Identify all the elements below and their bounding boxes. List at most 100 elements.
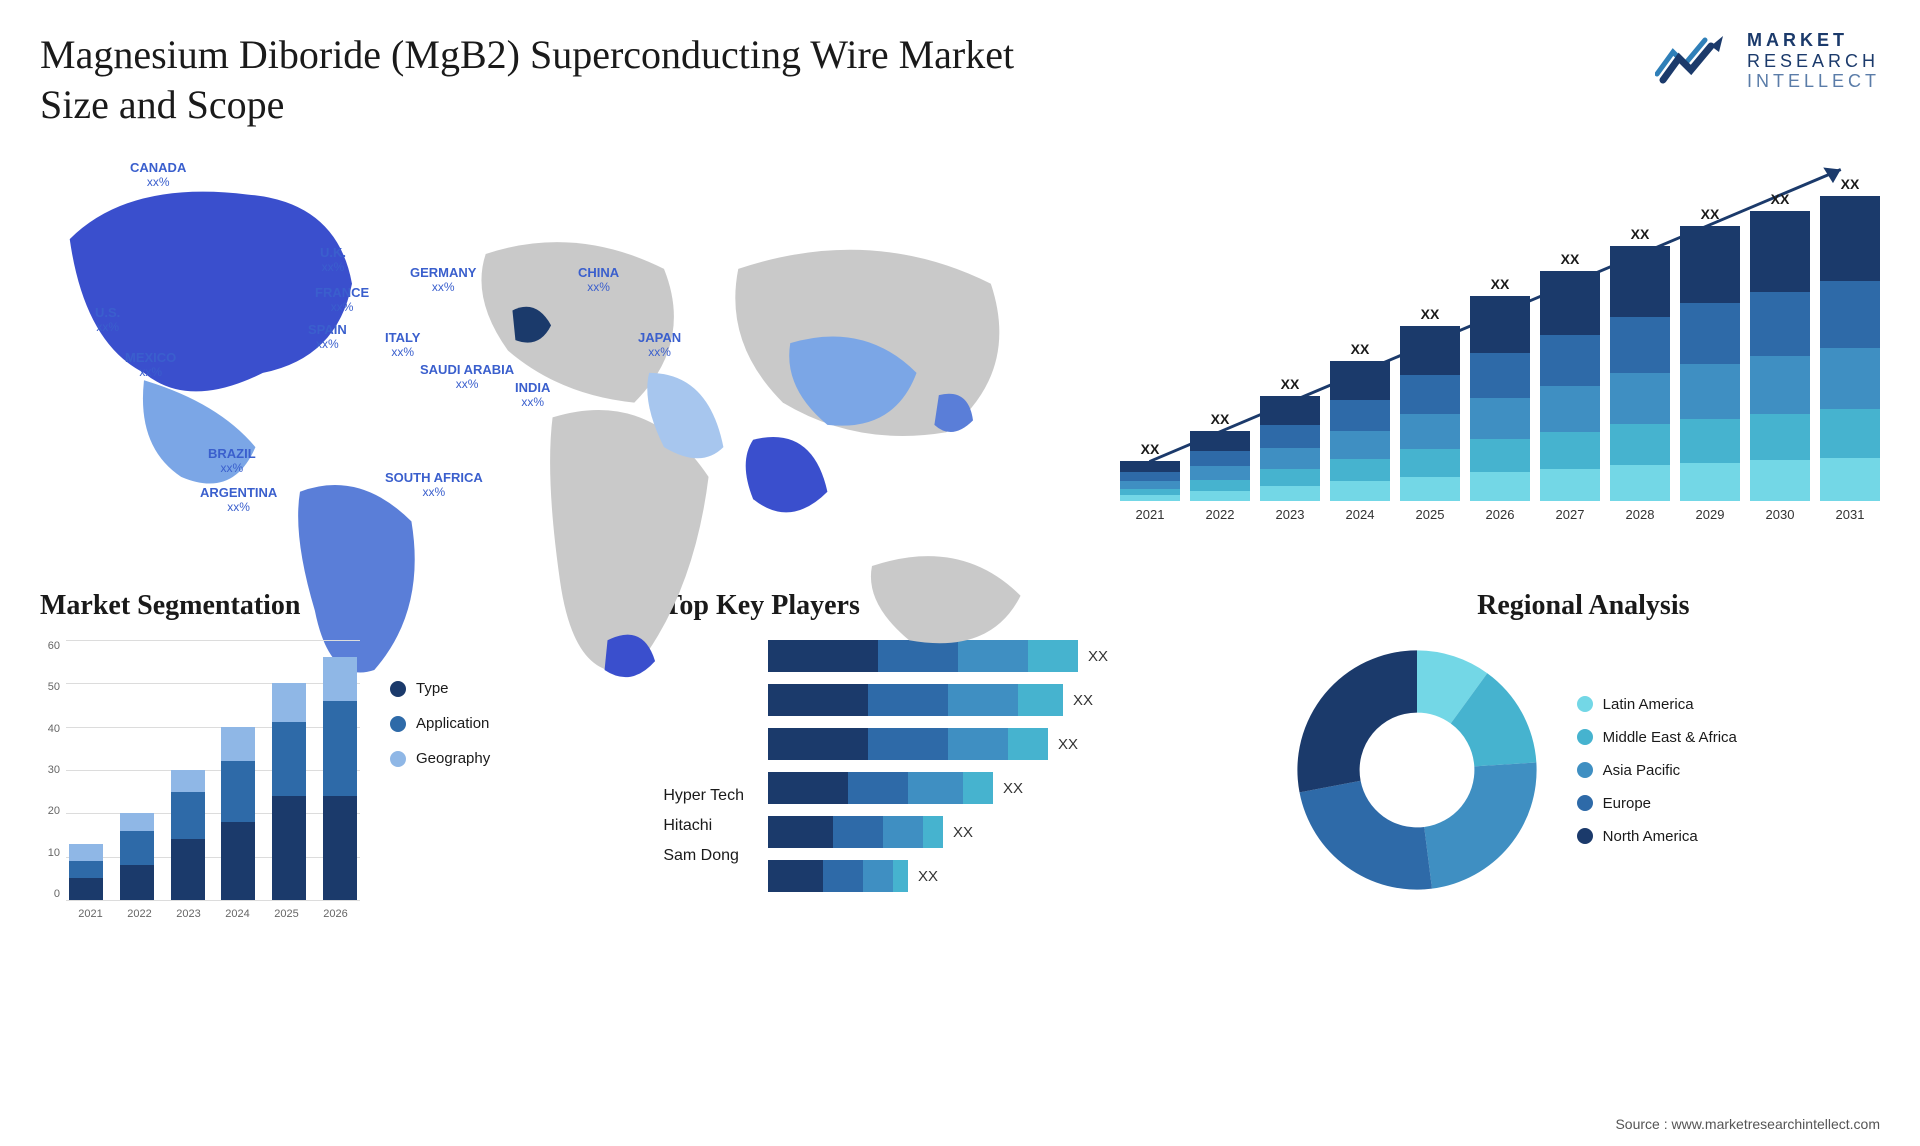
- growth-bar: XX 2026: [1470, 276, 1530, 522]
- seg-y-tick: 0: [54, 888, 64, 900]
- world-map: CANADAxx%U.S.xx%MEXICOxx%BRAZILxx%ARGENT…: [40, 150, 1080, 550]
- seg-bar: [120, 813, 154, 900]
- country-label: ITALYxx%: [385, 330, 420, 359]
- growth-bar-value: XX: [1561, 251, 1580, 267]
- seg-y-tick: 20: [48, 805, 64, 817]
- country-label: U.S.xx%: [95, 305, 120, 334]
- growth-bar-year: 2022: [1206, 507, 1235, 522]
- legend-item: Asia Pacific: [1577, 762, 1737, 779]
- player-name: Hyper Tech: [663, 787, 744, 805]
- seg-bar: [221, 727, 255, 900]
- growth-bar: XX 2025: [1400, 306, 1460, 522]
- growth-bar: XX 2031: [1820, 176, 1880, 522]
- growth-bar-value: XX: [1771, 191, 1790, 207]
- seg-bar: [69, 844, 103, 900]
- country-label: CANADAxx%: [130, 160, 186, 189]
- growth-bar-year: 2025: [1416, 507, 1445, 522]
- legend-item: Middle East & Africa: [1577, 729, 1737, 746]
- growth-bar: XX 2023: [1260, 376, 1320, 522]
- growth-bar-value: XX: [1491, 276, 1510, 292]
- regional-section: Regional Analysis Latin America Middle Ea…: [1287, 590, 1880, 920]
- player-bar: XX: [768, 860, 1257, 892]
- seg-y-tick: 50: [48, 681, 64, 693]
- growth-bar-year: 2026: [1486, 507, 1515, 522]
- legend-item: Latin America: [1577, 696, 1737, 713]
- player-value: XX: [953, 824, 973, 841]
- growth-bar-year: 2023: [1276, 507, 1305, 522]
- growth-bar-value: XX: [1701, 206, 1720, 222]
- growth-bar: XX 2024: [1330, 341, 1390, 522]
- country-label: JAPANxx%: [638, 330, 681, 359]
- country-label: BRAZILxx%: [208, 446, 256, 475]
- growth-bar-value: XX: [1631, 226, 1650, 242]
- segmentation-chart: 6050403020100 202120222023202420252026: [40, 640, 360, 920]
- growth-bar-value: XX: [1841, 176, 1860, 192]
- donut-slice: [1424, 762, 1536, 888]
- country-label: U.K.xx%: [320, 245, 346, 274]
- header: Magnesium Diboride (MgB2) Superconductin…: [40, 30, 1880, 130]
- country-label: SAUDI ARABIAxx%: [420, 362, 514, 391]
- top-row: CANADAxx%U.S.xx%MEXICOxx%BRAZILxx%ARGENT…: [40, 150, 1880, 550]
- seg-y-tick: 40: [48, 723, 64, 735]
- brand-logo: MARKET RESEARCH INTELLECT: [1655, 30, 1880, 92]
- donut-slice: [1299, 781, 1431, 890]
- source-line: Source : www.marketresearchintellect.com: [1615, 1116, 1880, 1132]
- country-label: INDIAxx%: [515, 380, 550, 409]
- player-value: XX: [1088, 648, 1108, 665]
- growth-bar: XX2030: [1750, 191, 1810, 522]
- donut-slice: [1297, 650, 1417, 792]
- growth-bar-year: 2031: [1836, 507, 1865, 522]
- legend-item: North America: [1577, 828, 1737, 845]
- player-value: XX: [918, 868, 938, 885]
- growth-bar-value: XX: [1211, 411, 1230, 427]
- seg-x-label: 2025: [274, 908, 298, 920]
- country-label: ARGENTINAxx%: [200, 485, 277, 514]
- growth-bar: XX 2029: [1680, 206, 1740, 522]
- player-value: XX: [1003, 780, 1023, 797]
- seg-x-label: 2022: [127, 908, 151, 920]
- seg-x-label: 2026: [323, 908, 347, 920]
- logo-line2: RESEARCH: [1747, 51, 1880, 72]
- seg-bar: [171, 770, 205, 900]
- page-title: Magnesium Diboride (MgB2) Superconductin…: [40, 30, 1040, 130]
- growth-bar-year: 2027: [1556, 507, 1585, 522]
- seg-x-label: 2023: [176, 908, 200, 920]
- growth-bar: XX 2022: [1190, 411, 1250, 522]
- logo-line1: MARKET: [1747, 30, 1880, 51]
- seg-x-label: 2021: [78, 908, 102, 920]
- player-name: Sam Dong: [663, 847, 744, 865]
- growth-bar-year: 2029: [1696, 507, 1725, 522]
- logo-mark-icon: [1655, 34, 1735, 89]
- country-label: SOUTH AFRICAxx%: [385, 470, 483, 499]
- legend-item: Europe: [1577, 795, 1737, 812]
- country-label: FRANCExx%: [315, 285, 369, 314]
- growth-bar-value: XX: [1421, 306, 1440, 322]
- growth-bar-value: XX: [1351, 341, 1370, 357]
- regional-donut-chart: [1287, 640, 1547, 900]
- seg-y-tick: 60: [48, 640, 64, 652]
- growth-bar-year: 2028: [1626, 507, 1655, 522]
- regional-legend: Latin America Middle East & Africa Asia Pa…: [1577, 696, 1737, 845]
- country-label: SPAINxx%: [308, 322, 347, 351]
- growth-bar-year: 2021: [1136, 507, 1165, 522]
- regional-title: Regional Analysis: [1287, 590, 1880, 622]
- country-label: GERMANYxx%: [410, 265, 476, 294]
- seg-y-tick: 10: [48, 847, 64, 859]
- player-bar: XX: [768, 816, 1257, 848]
- player-bar: XX: [768, 772, 1257, 804]
- growth-chart: XX2021XX2022XX2023XX2024XX2025XX2026XX20…: [1120, 150, 1880, 550]
- growth-bar-value: XX: [1281, 376, 1300, 392]
- growth-bar: XX 2028: [1610, 226, 1670, 522]
- seg-bar: [272, 683, 306, 900]
- player-name: Hitachi: [663, 817, 744, 835]
- growth-bar: XX 2027: [1540, 251, 1600, 522]
- seg-x-label: 2024: [225, 908, 249, 920]
- logo-line3: INTELLECT: [1747, 71, 1880, 92]
- growth-bar: XX 2021: [1120, 441, 1180, 522]
- seg-bar: [323, 657, 357, 900]
- legend-item: Geography: [390, 750, 490, 767]
- logo-text: MARKET RESEARCH INTELLECT: [1747, 30, 1880, 92]
- growth-bar-year: 2024: [1346, 507, 1375, 522]
- growth-bar-value: XX: [1141, 441, 1160, 457]
- country-label: CHINAxx%: [578, 265, 619, 294]
